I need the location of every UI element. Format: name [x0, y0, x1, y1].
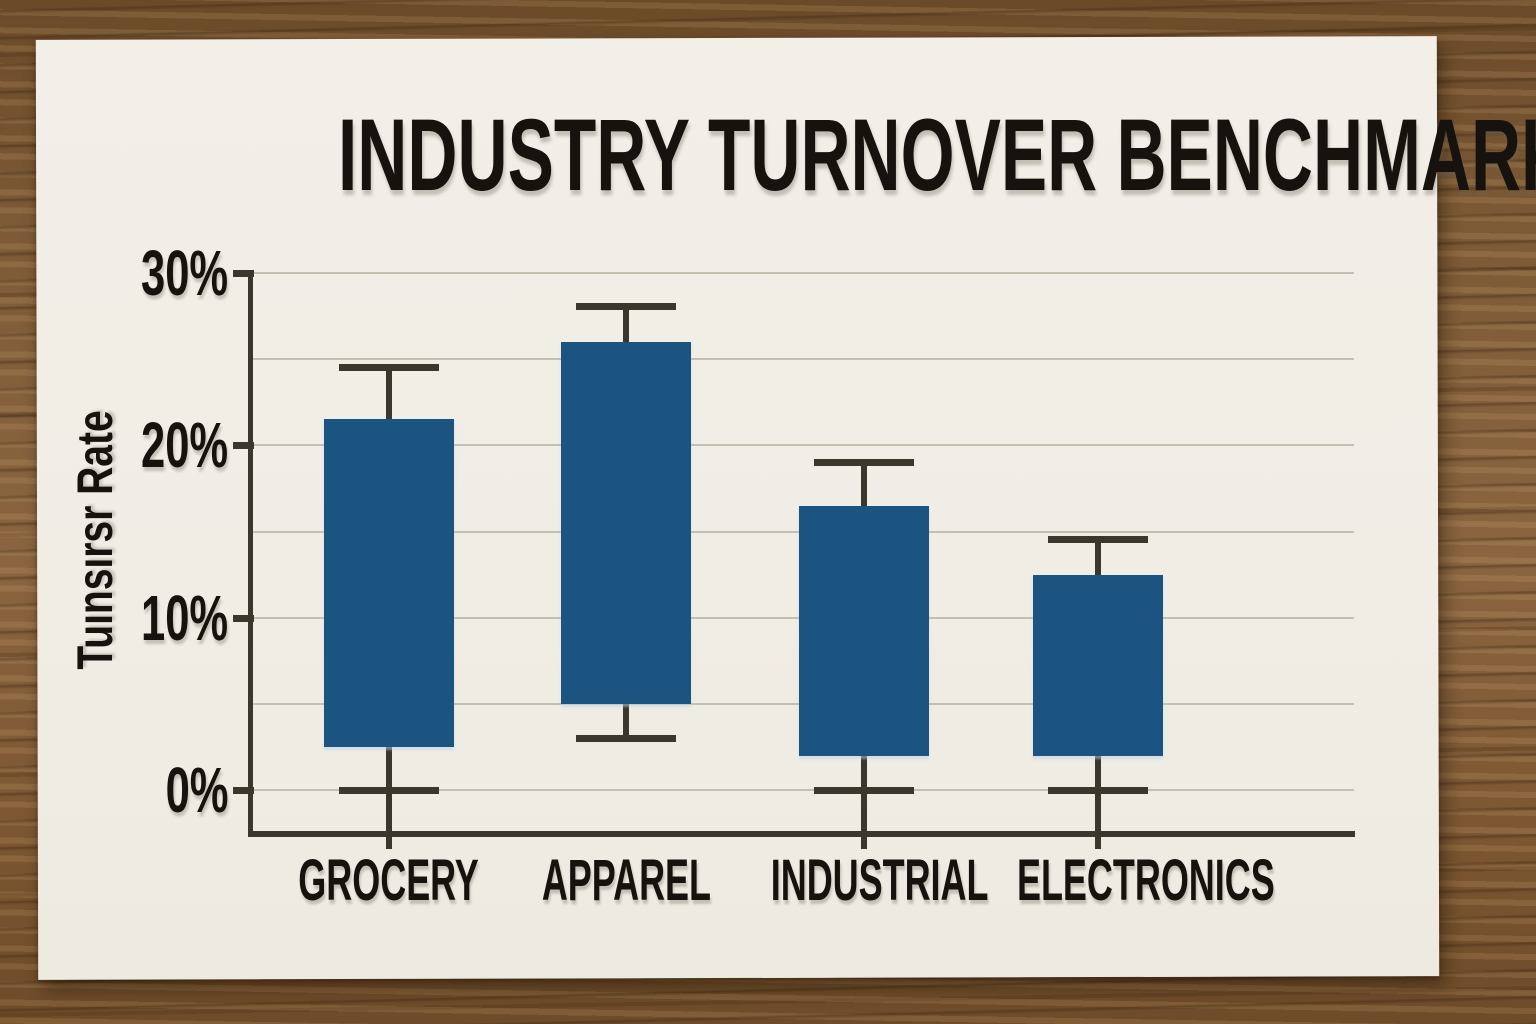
lower-whisker-stem-apparel — [623, 703, 629, 743]
y-tick-30% — [233, 270, 254, 277]
x-category-label-electronics: ELECTRONICS — [938, 852, 1275, 910]
x-category-label-apparel: APPAREL — [466, 848, 786, 913]
gridline-30pct — [252, 272, 1354, 274]
upper-whisker-stem-grocery — [386, 367, 392, 420]
lower-whisker-cap-electronics — [1048, 787, 1148, 794]
lower-whisker-cap-apparel — [576, 735, 676, 743]
y-tick-0% — [233, 787, 254, 794]
y-tick-label-text: 0% — [165, 754, 228, 826]
lower-whisker-cap-industrial — [814, 787, 914, 794]
chart-title-text: INDUSTRY TURNOVER BENCHMARKS — [338, 98, 1536, 212]
chart-title: INDUSTRY TURNOVER BENCHMARKS — [37, 104, 1536, 206]
lower-whisker-cap-grocery — [339, 787, 439, 794]
y-tick-label-text: 30% — [140, 237, 228, 309]
x-category-label-text: INDUSTRIAL — [770, 848, 989, 913]
y-tick-label-10%: 10% — [0, 586, 228, 650]
y-tick-10% — [233, 614, 254, 622]
y-tick-label-text: 20% — [140, 409, 228, 482]
upper-whisker-stem-electronics — [1095, 540, 1101, 575]
upper-whisker-cap-grocery — [339, 363, 439, 371]
upper-whisker-cap-industrial — [814, 458, 914, 466]
y-tick-20% — [233, 442, 254, 450]
box-grocery — [324, 419, 454, 747]
y-tick-label-text: 10% — [140, 581, 228, 654]
x-category-label-text: GROCERY — [298, 848, 480, 913]
lower-whisker-stem-grocery — [386, 746, 392, 849]
upper-whisker-cap-electronics — [1048, 536, 1148, 544]
upper-whisker-stem-industrial — [861, 462, 867, 506]
gridline-20pct — [252, 444, 1354, 447]
y-tick-label-20%: 20% — [0, 413, 228, 477]
gridline-0pct — [252, 789, 1354, 791]
upper-whisker-stem-apparel — [623, 307, 629, 342]
box-apparel — [561, 341, 691, 704]
upper-whisker-cap-apparel — [576, 303, 676, 311]
y-axis-line — [248, 271, 253, 837]
x-category-label-text: APPAREL — [541, 848, 711, 913]
x-category-label-grocery: GROCERY — [229, 848, 549, 913]
gridline-25pct — [252, 358, 1354, 361]
lower-whisker-stem-industrial — [861, 755, 867, 849]
box-electronics — [1033, 574, 1163, 756]
lower-whisker-stem-electronics — [1095, 755, 1101, 849]
box-industrial — [799, 505, 929, 756]
x-category-label-text: ELECTRONICS — [1016, 848, 1275, 913]
y-tick-label-0%: 0% — [0, 758, 228, 822]
x-category-label-industrial: INDUSTRIAL — [704, 848, 1024, 913]
y-tick-label-30%: 30% — [0, 241, 228, 305]
x-axis-line — [248, 831, 1355, 837]
